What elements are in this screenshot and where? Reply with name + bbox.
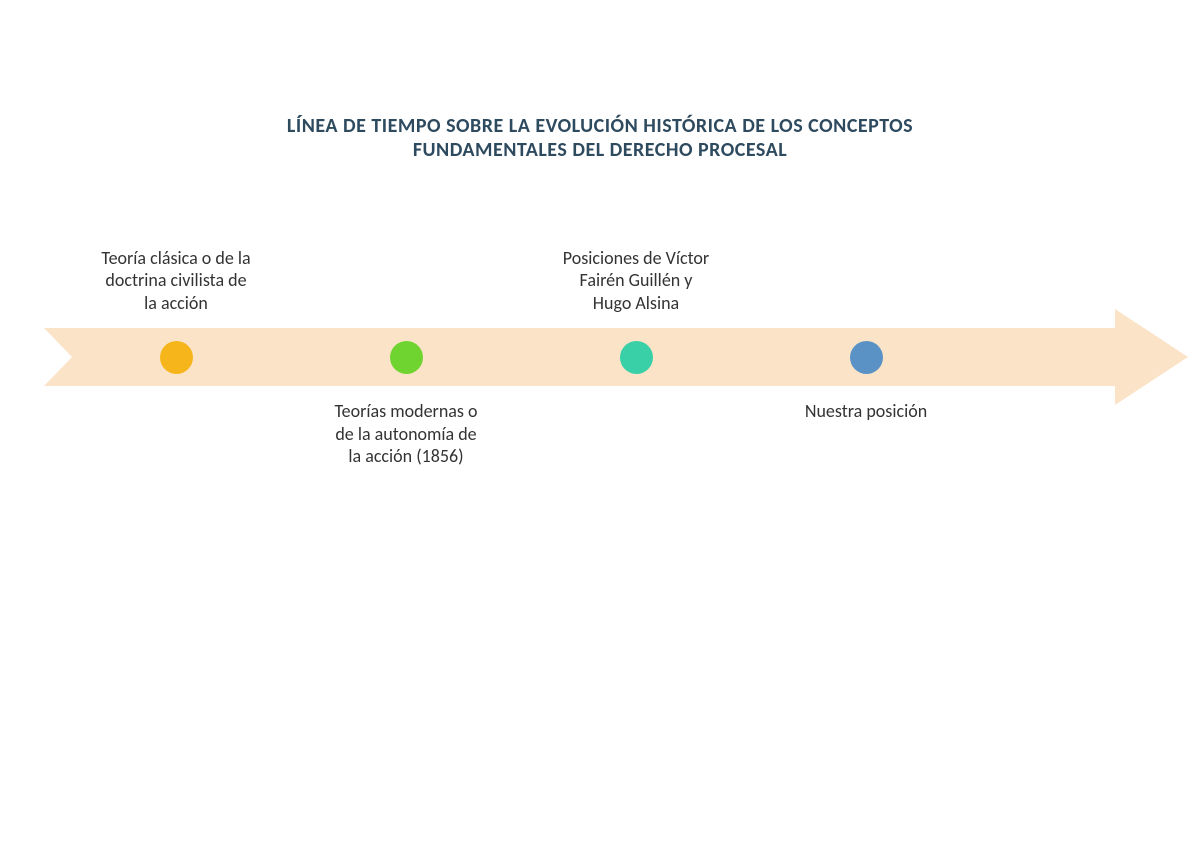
timeline-dot-2	[620, 341, 653, 374]
timeline-dot-1	[390, 341, 423, 374]
timeline-dot-3	[850, 341, 883, 374]
timeline-label-3: Nuestra posición	[761, 400, 971, 423]
timeline-label-1-line-1: de la autonomía de	[301, 423, 511, 446]
timeline-dot-0	[160, 341, 193, 374]
timeline-label-2-line-1: Fairén Guillén y	[531, 269, 741, 292]
timeline-label-2: Posiciones de VíctorFairén Guillén yHugo…	[531, 247, 741, 315]
timeline-label-1-line-2: la acción (1856)	[301, 445, 511, 468]
timeline-label-1-line-0: Teorías modernas o	[301, 400, 511, 423]
timeline-label-0-line-0: Teoría clásica o de la	[71, 247, 281, 270]
timeline-label-0-line-2: la acción	[71, 292, 281, 315]
timeline-label-2-line-2: Hugo Alsina	[531, 292, 741, 315]
timeline-label-3-line-0: Nuestra posición	[761, 400, 971, 423]
timeline-label-1: Teorías modernas ode la autonomía dela a…	[301, 400, 511, 468]
timeline-label-2-line-0: Posiciones de Víctor	[531, 247, 741, 270]
timeline-arrow	[0, 0, 1200, 848]
timeline-label-0: Teoría clásica o de ladoctrina civilista…	[71, 247, 281, 315]
timeline-label-0-line-1: doctrina civilista de	[71, 269, 281, 292]
